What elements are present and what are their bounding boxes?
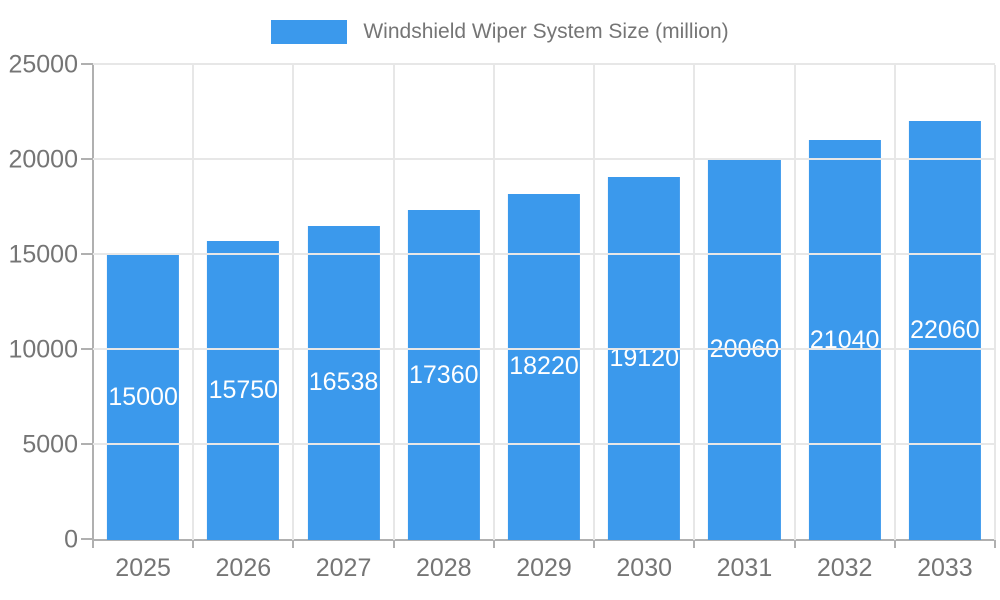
v-gridline xyxy=(793,65,796,540)
x-tick-label: 2033 xyxy=(917,554,973,582)
bar-value-label: 17360 xyxy=(409,360,479,389)
x-tick-mark xyxy=(92,540,94,548)
bar-value-label: 15750 xyxy=(208,375,279,404)
y-tick-label: 10000 xyxy=(8,335,78,364)
x-tick-mark xyxy=(593,540,596,548)
v-gridline xyxy=(392,65,395,540)
h-gridline xyxy=(93,63,995,65)
x-tick-label: 2025 xyxy=(115,554,171,582)
x-tick-mark xyxy=(292,540,295,548)
legend[interactable]: Windshield Wiper System Size (million) xyxy=(0,14,1000,50)
bar: 22060 xyxy=(908,120,981,540)
legend-swatch xyxy=(271,20,348,44)
h-gridline xyxy=(93,443,995,445)
v-gridline xyxy=(593,65,596,540)
y-tick-mark xyxy=(81,443,93,445)
h-gridline xyxy=(93,348,995,350)
x-tick-label: 2028 xyxy=(415,554,472,582)
bars-group: 15000 15750 16538 17360 18220 19120 20060 21040… xyxy=(93,65,995,540)
bar: 15750 xyxy=(207,240,280,540)
x-tick-label: 2029 xyxy=(516,554,572,582)
x-tick-label: 2027 xyxy=(315,554,372,582)
v-gridline xyxy=(492,65,495,540)
x-tick-mark xyxy=(793,540,796,548)
v-gridline xyxy=(693,65,696,540)
bar: 17360 xyxy=(407,210,480,540)
y-tick-label: 20000 xyxy=(8,145,78,174)
y-axis-line xyxy=(92,65,94,540)
y-tick-label: 5000 xyxy=(22,430,78,459)
x-tick-label: 2032 xyxy=(816,554,873,582)
plot-area: 15000 15750 16538 17360 18220 19120 20060 21040… xyxy=(81,63,996,548)
h-gridline xyxy=(93,253,995,255)
x-tick-label: 2031 xyxy=(716,554,773,582)
bar-value-label: 15000 xyxy=(108,383,178,411)
y-tick-label: 0 xyxy=(64,525,78,554)
y-tick-mark xyxy=(81,538,93,540)
bar: 16538 xyxy=(307,225,380,540)
legend-label: Windshield Wiper System Size (million) xyxy=(363,20,729,43)
bar: 15000 xyxy=(107,255,180,540)
bar: 19120 xyxy=(608,176,681,540)
x-tick-mark xyxy=(893,540,896,548)
y-tick-label: 15000 xyxy=(8,240,78,269)
bar-value-label: 18220 xyxy=(509,352,579,381)
bar-value-label: 22060 xyxy=(910,315,980,344)
y-axis-labels: 0 5000 10000 15000 20000 25000 xyxy=(0,51,78,554)
x-tick-mark xyxy=(492,540,495,548)
x-tick-mark xyxy=(392,540,395,548)
y-tick-mark xyxy=(81,348,93,350)
v-gridline xyxy=(192,65,195,540)
x-tick-label: 2026 xyxy=(215,554,272,582)
v-gridline xyxy=(994,65,996,540)
x-tick-mark xyxy=(693,540,696,548)
x-axis-labels: 2025 2026 2027 2028 2029 2030 2031 2032 2033 xyxy=(93,552,995,588)
bar: 18220 xyxy=(507,193,581,540)
x-tick-label: 2030 xyxy=(616,554,673,582)
bar-value-label: 16538 xyxy=(308,368,379,397)
y-tick-label: 25000 xyxy=(8,50,78,79)
h-gridline xyxy=(93,158,995,160)
x-tick-mark xyxy=(994,540,996,548)
y-tick-mark xyxy=(81,253,93,255)
x-axis-line xyxy=(93,539,995,541)
y-tick-mark xyxy=(81,158,93,160)
v-gridline xyxy=(292,65,295,540)
bar-value-label: 21040 xyxy=(809,325,880,354)
bar: 21040 xyxy=(808,140,881,540)
x-tick-mark xyxy=(192,540,195,548)
y-tick-mark xyxy=(81,63,93,65)
v-gridline xyxy=(893,65,896,540)
